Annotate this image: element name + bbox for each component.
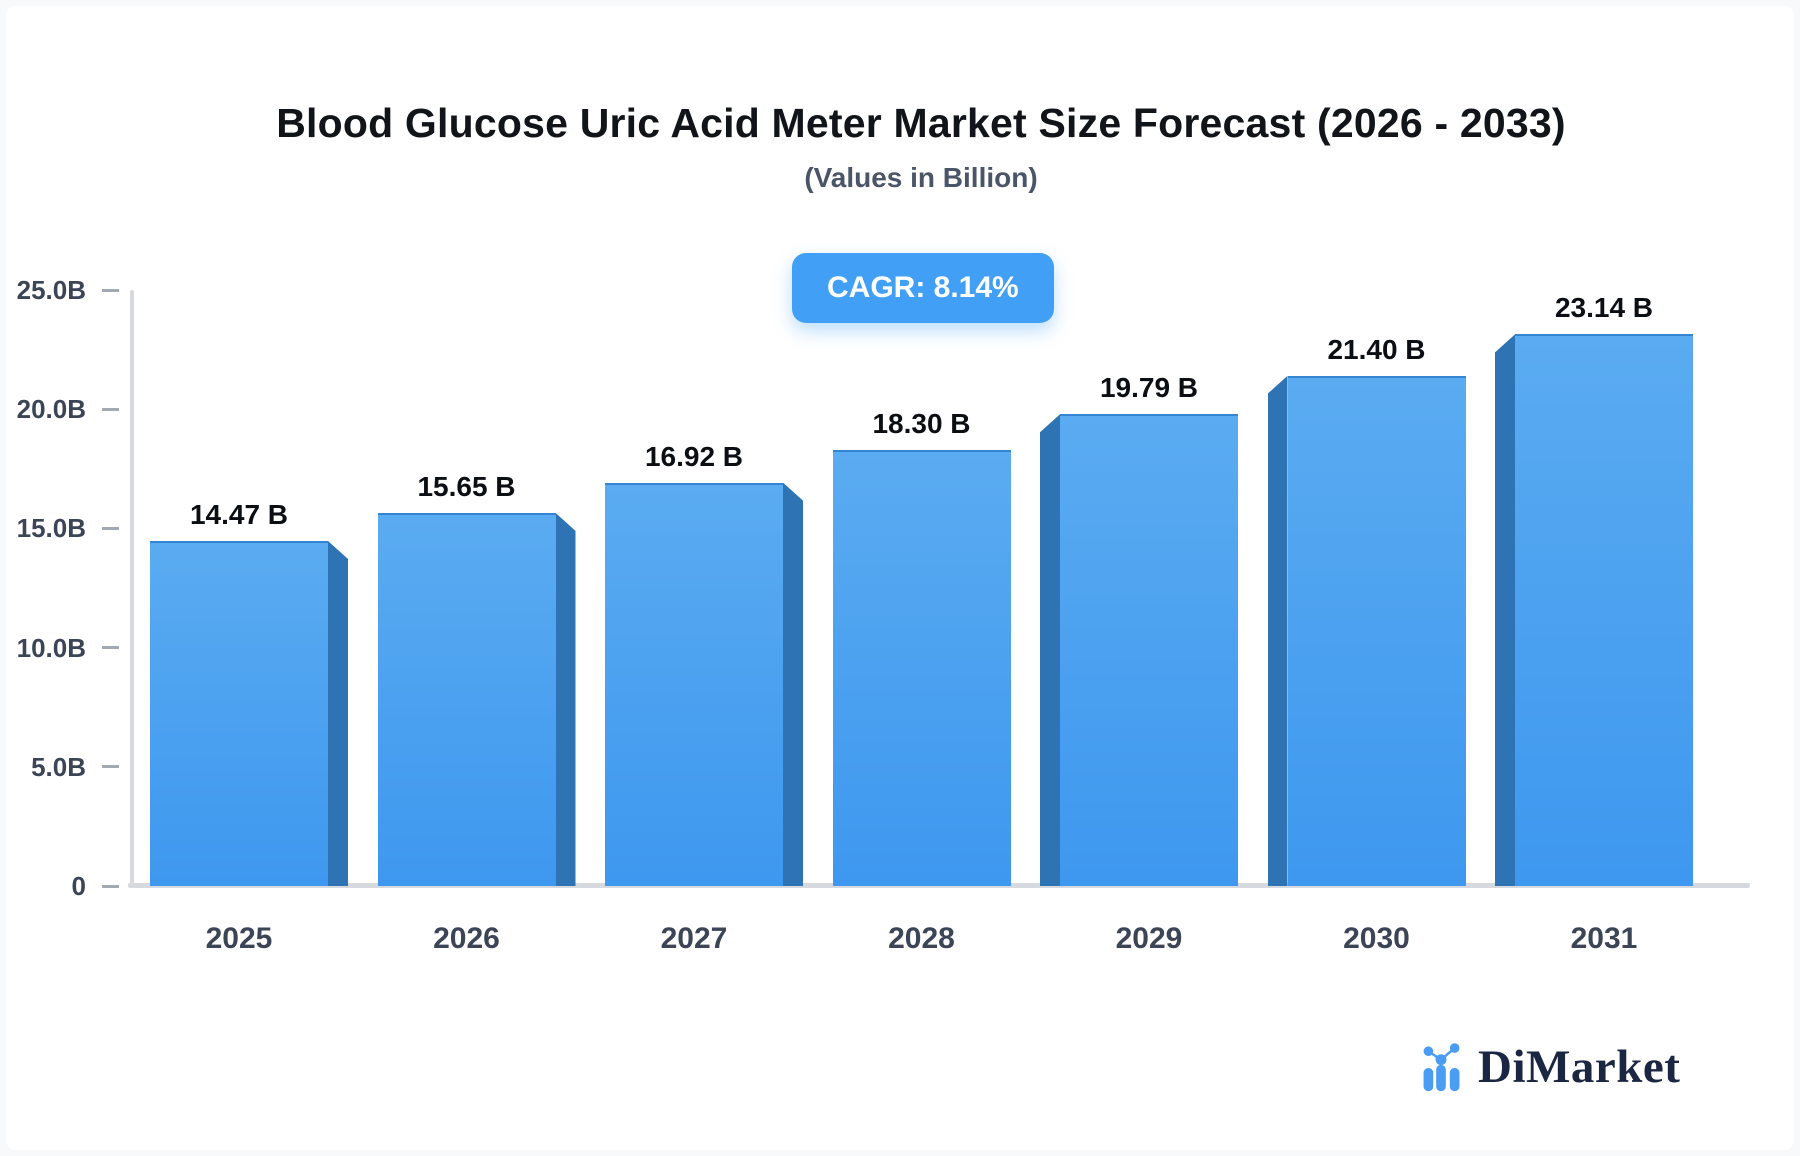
bar-3d-side: [1267, 375, 1288, 886]
bar-value-label: 16.92 B: [644, 440, 744, 472]
x-axis-label: 2026: [433, 922, 500, 955]
x-axis-label: 2025: [205, 922, 273, 955]
bar-3d-side: [783, 482, 803, 886]
chart-subtitle: (Values in Billion): [804, 162, 1038, 193]
cagr-badge: CAGR: 8.14%: [792, 253, 1054, 323]
bar-value-label: 19.79 B: [1099, 372, 1199, 404]
bar-2031[interactable]: [1515, 334, 1693, 886]
chart-title: Blood Glucose Uric Acid Meter Market Siz…: [276, 100, 1566, 146]
x-axis-label: 2030: [1343, 922, 1410, 955]
bar-2028[interactable]: [832, 449, 1011, 886]
x-axis-label: 2028: [888, 922, 955, 955]
x-axis-label: 2031: [1570, 922, 1638, 955]
bar-3d-side: [555, 512, 576, 886]
bar-3d-side: [1040, 414, 1060, 886]
y-axis-label: 20.0B: [16, 394, 86, 425]
dimarket-logo[interactable]: DiMarket: [1420, 1040, 1680, 1094]
bar-value-label: 23.14 B: [1554, 292, 1654, 324]
bar-2027[interactable]: [605, 482, 783, 886]
chart-header: Blood Glucose Uric Acid Meter Market Siz…: [0, 100, 1800, 194]
y-axis-tick: [102, 765, 119, 769]
y-axis-label: 0: [71, 871, 86, 901]
bar-2025[interactable]: [150, 541, 328, 886]
y-axis-tick: [102, 288, 119, 292]
bar-2030[interactable]: [1287, 375, 1466, 886]
bar-value-label: 21.40 B: [1327, 333, 1426, 365]
x-axis-label: 2029: [1115, 922, 1183, 955]
y-axis-label: 5.0B: [31, 751, 86, 782]
y-axis-label: 25.0B: [16, 275, 86, 305]
y-axis-tick: [102, 646, 119, 650]
x-axis-label: 2027: [660, 922, 728, 955]
bar-2026[interactable]: [377, 512, 556, 886]
y-axis-label: 10.0B: [16, 632, 86, 663]
y-axis-tick: [102, 407, 119, 411]
logo-text: DiMarket: [1478, 1041, 1681, 1093]
bar-value-label: 18.30 B: [872, 407, 971, 439]
bar-3d-side: [1495, 334, 1515, 886]
bar-value-label: 15.65 B: [417, 470, 516, 502]
y-axis-line: [130, 290, 134, 887]
bar-value-label: 14.47 B: [189, 499, 289, 531]
y-axis-tick: [102, 526, 119, 530]
mini-bar-chart-icon: [1423, 1043, 1460, 1092]
y-axis-tick: [102, 884, 119, 888]
y-axis-label: 15.0B: [16, 513, 86, 544]
bar-3d-side: [328, 541, 348, 886]
bar-2029[interactable]: [1060, 414, 1238, 886]
